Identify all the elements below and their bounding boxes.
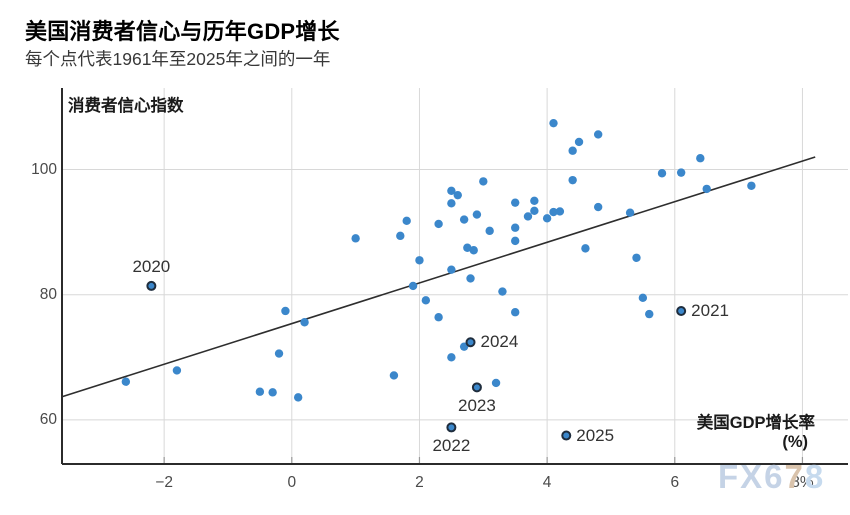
scatter-point <box>472 210 482 219</box>
scatter-point <box>463 243 472 252</box>
scatter-point <box>581 244 590 253</box>
scatter-point <box>645 309 654 319</box>
x-tick-label: 6 <box>670 474 680 491</box>
scatter-point <box>676 168 686 177</box>
x-tick-label: 2 <box>415 474 424 491</box>
scatter-point <box>255 387 265 396</box>
scatter-point <box>274 349 284 358</box>
scatter-point <box>593 130 603 139</box>
year-label-2023: 2023 <box>457 396 496 416</box>
scatter-point <box>530 196 539 205</box>
scatter-point <box>574 137 584 147</box>
scatter-point <box>172 366 182 375</box>
data-points <box>121 118 756 441</box>
highlighted-point-2022 <box>446 422 457 433</box>
scatter-point <box>549 118 558 128</box>
highlighted-point-2023 <box>471 382 482 393</box>
highlighted-point-2025 <box>561 430 572 441</box>
watermark-segment: FX6 <box>718 458 785 495</box>
scatter-point <box>447 353 456 362</box>
page-title: 美国消费者信心与历年GDP增长 <box>25 19 340 44</box>
scatter-point <box>625 208 635 217</box>
scatter-point <box>459 215 469 224</box>
scatter-point <box>351 234 360 243</box>
scatter-point <box>447 199 456 208</box>
scatter-point <box>121 377 131 386</box>
scatter-point <box>396 231 405 241</box>
watermark: FX678 <box>718 458 825 496</box>
scatter-point <box>434 313 443 322</box>
scatter-point <box>702 184 711 194</box>
scatter-point <box>747 181 756 190</box>
scatter-point <box>593 202 603 212</box>
scatter-point <box>421 296 431 305</box>
scatter-point <box>511 198 520 207</box>
scatter-point <box>447 186 456 195</box>
watermark-segment: 7 <box>784 458 805 495</box>
scatter-point <box>447 265 456 274</box>
scatter-point <box>453 190 462 200</box>
scatter-point <box>568 175 577 185</box>
year-label-2020: 2020 <box>132 256 171 276</box>
scatter-point <box>479 177 488 186</box>
scatter-point <box>511 223 520 232</box>
scatter-point <box>281 306 290 316</box>
axis-lines <box>61 88 848 465</box>
scatter-point <box>498 287 507 296</box>
scatter-point <box>511 308 520 317</box>
scatter-point <box>549 207 558 217</box>
x-tick-label: 0 <box>287 474 297 491</box>
y-tick-label: 80 <box>39 285 57 303</box>
year-label-2022: 2022 <box>432 436 471 456</box>
scatter-point <box>568 146 577 155</box>
gridlines <box>62 88 848 464</box>
scatter-point <box>511 236 520 246</box>
scatter-point <box>293 393 303 402</box>
scatter-point <box>434 219 443 229</box>
x-tick-label: 8% <box>791 474 814 491</box>
scatter-point <box>657 169 667 178</box>
scatter-point <box>632 253 641 262</box>
scatter-point <box>300 318 309 327</box>
scatter-point <box>469 246 478 255</box>
y-axis-title: 消费者信心指数 <box>68 97 184 115</box>
x-tick-label: −2 <box>155 474 173 491</box>
scatter-point <box>555 207 565 216</box>
year-label-2025: 2025 <box>576 425 615 445</box>
year-label-2024: 2024 <box>480 332 519 352</box>
scatter-point <box>408 281 418 291</box>
scatter-point <box>696 154 705 163</box>
regression-line <box>61 156 816 398</box>
scatter-point <box>542 214 552 223</box>
scatter-point <box>523 212 533 221</box>
highlighted-point-2020 <box>146 280 157 291</box>
scatter-point <box>389 371 399 380</box>
scatter-point <box>491 378 501 388</box>
scatter-point <box>415 256 424 265</box>
scatter-point <box>485 226 494 236</box>
scatter-point <box>268 388 277 397</box>
scatter-point <box>402 216 411 226</box>
x-axis-title: 美国GDP增长率 <box>696 414 815 432</box>
page-subtitle: 每个点代表1961年至2025年之间的一年 <box>25 49 331 69</box>
trend-line <box>61 156 816 398</box>
watermark-segment: 8 <box>804 458 826 495</box>
highlighted-point-2021 <box>676 305 687 316</box>
highlighted-point-2024 <box>465 337 476 348</box>
scatter-point <box>638 293 648 303</box>
year-label-2021: 2021 <box>691 300 729 320</box>
y-tick-label: 100 <box>31 160 57 178</box>
x-tick-label: 4 <box>542 474 552 491</box>
scatter-point <box>466 274 475 283</box>
x-axis-unit: (%) <box>782 433 808 451</box>
y-tick-label: 60 <box>39 410 57 428</box>
scatter-point <box>530 206 539 216</box>
